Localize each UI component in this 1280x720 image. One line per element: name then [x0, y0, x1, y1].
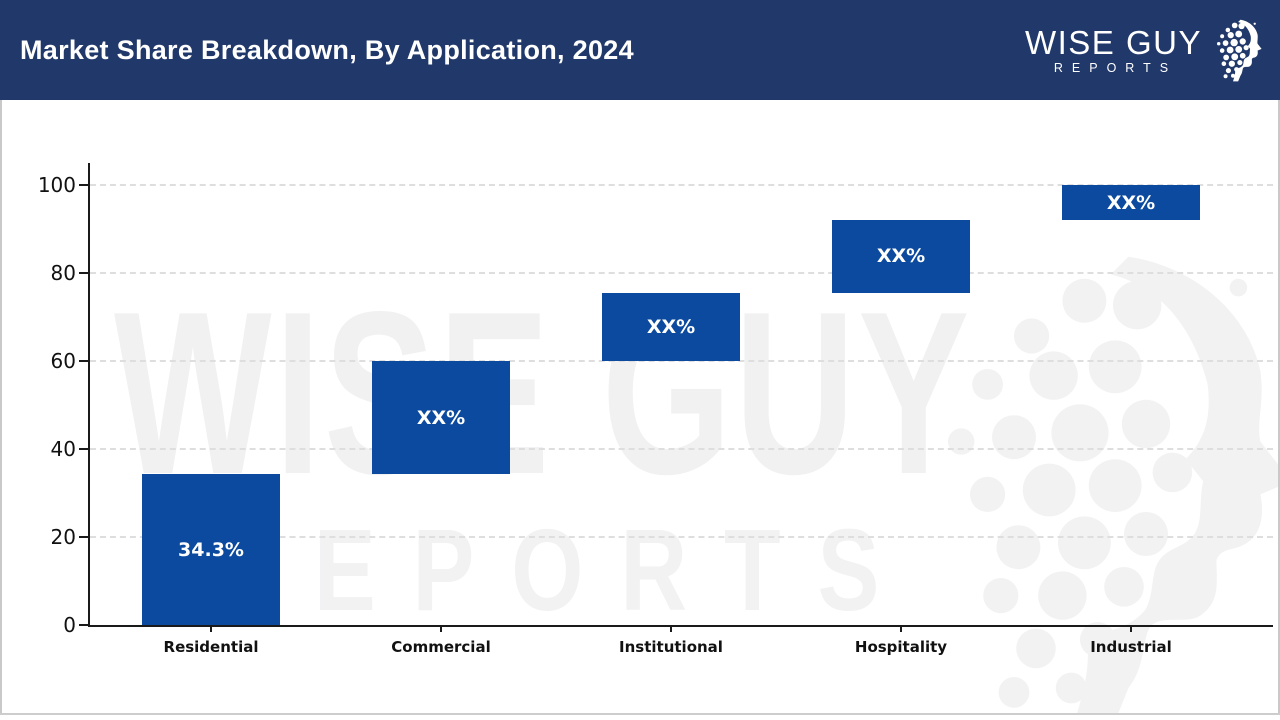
- x-tick-mark: [210, 627, 212, 632]
- x-tick-mark: [900, 627, 902, 632]
- y-tick-label: 60: [50, 349, 76, 373]
- bar-value-label: XX%: [1106, 191, 1156, 214]
- y-tick-mark: [79, 272, 88, 274]
- y-gridline: [90, 448, 1273, 450]
- bar-residential: 34.3%: [142, 474, 280, 625]
- x-tick-label: Hospitality: [854, 638, 948, 656]
- x-tick-label: Industrial: [1090, 638, 1172, 656]
- x-tick-label: Commercial: [391, 638, 491, 656]
- x-tick-mark: [1130, 627, 1132, 632]
- y-tick-mark: [79, 624, 88, 626]
- x-tick-label: Residential: [163, 638, 259, 656]
- x-tick-mark: [670, 627, 672, 632]
- y-tick-mark: [79, 448, 88, 450]
- bar-value-label: XX%: [876, 245, 926, 268]
- y-tick-label: 0: [63, 613, 76, 637]
- y-gridline: [90, 184, 1273, 186]
- bar-value-label: XX%: [646, 315, 696, 338]
- logo-text: WISE GUY REPORTS: [1025, 26, 1202, 75]
- bar-value-label: XX%: [416, 406, 466, 429]
- y-tick-mark: [79, 536, 88, 538]
- logo-wiseguy-text: WISE GUY: [1024, 23, 1202, 61]
- x-axis-line: [88, 625, 1273, 627]
- y-axis-line: [88, 163, 90, 627]
- bar-value-label: 34.3%: [178, 538, 244, 561]
- y-tick-label: 80: [50, 261, 76, 285]
- watermark-wiseguy-text: WISE GUY: [114, 264, 973, 523]
- wiseguy-logo: WISE GUY REPORTS: [1025, 18, 1266, 82]
- bar-commercial: XX%: [372, 361, 510, 475]
- y-tick-label: 100: [37, 173, 76, 197]
- y-gridline: [90, 360, 1273, 362]
- logo-reports-text: REPORTS: [1053, 60, 1178, 75]
- y-tick-label: 20: [50, 525, 76, 549]
- y-tick-mark: [79, 184, 88, 186]
- x-tick-label: Institutional: [619, 638, 723, 656]
- header-bar: Market Share Breakdown, By Application, …: [0, 0, 1280, 100]
- watermark-reports-text: REPORTS: [210, 505, 917, 635]
- wiseguy-head-icon: [1208, 18, 1266, 82]
- y-tick-mark: [79, 360, 88, 362]
- y-gridline: [90, 272, 1273, 274]
- x-tick-mark: [440, 627, 442, 632]
- y-gridline: [90, 536, 1273, 538]
- bottom-divider: [0, 713, 1280, 715]
- bar-hospitality: XX%: [832, 220, 970, 293]
- y-tick-label: 40: [50, 437, 76, 461]
- bar-institutional: XX%: [602, 292, 740, 361]
- bar-industrial: XX%: [1062, 185, 1200, 221]
- chart-title: Market Share Breakdown, By Application, …: [20, 34, 634, 65]
